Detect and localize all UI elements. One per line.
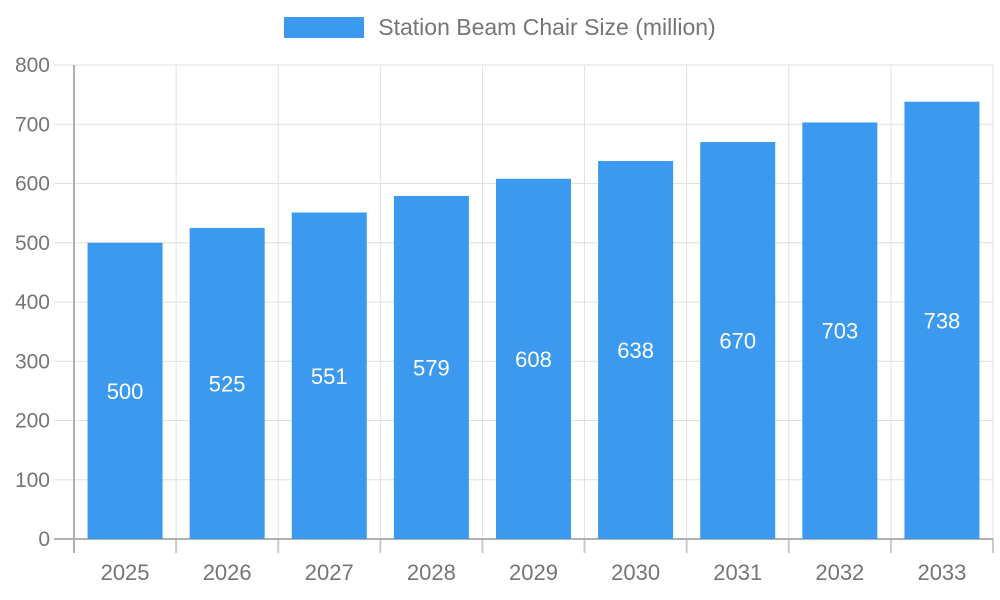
y-axis-tick-label: 500 (15, 232, 50, 255)
bar[interactable] (393, 195, 469, 539)
bar-value-label: 670 (719, 329, 756, 354)
bar-value-label: 579 (413, 355, 450, 380)
x-axis-tick-label: 2029 (509, 560, 558, 585)
bar-value-label: 703 (821, 319, 858, 344)
y-axis-tick-label: 0 (38, 528, 50, 551)
bar[interactable] (904, 101, 980, 540)
x-axis-tick-label: 2026 (203, 560, 252, 585)
y-axis-tick-label: 400 (15, 291, 50, 314)
bar[interactable] (496, 178, 571, 539)
bar[interactable] (189, 227, 265, 539)
bar-value-label: 525 (209, 371, 246, 396)
chart-legend[interactable]: Station Beam Chair Size (million) (0, 14, 1000, 41)
bar-value-label: 551 (311, 364, 348, 389)
x-axis-tick-label: 2025 (101, 560, 150, 585)
x-axis-tick-label: 2030 (611, 560, 660, 585)
bar-value-label: 638 (617, 338, 654, 363)
bar-value-label: 500 (107, 379, 144, 404)
x-axis-tick-label: 2027 (305, 560, 354, 585)
bar-value-label: 608 (515, 347, 552, 372)
x-axis-tick-label: 2031 (713, 560, 762, 585)
legend-swatch (284, 17, 365, 38)
x-axis-tick-label: 2028 (407, 560, 456, 585)
bar[interactable] (291, 212, 367, 539)
y-axis-tick-label: 100 (15, 469, 50, 492)
y-axis-tick-label: 700 (15, 113, 50, 136)
y-axis-tick-label: 600 (15, 173, 50, 196)
y-axis-tick-label: 300 (15, 350, 50, 373)
x-axis-tick-label: 2033 (917, 560, 966, 585)
bar[interactable] (598, 160, 674, 540)
bar[interactable] (700, 142, 776, 539)
y-axis-tick-label: 800 (15, 54, 50, 77)
bar[interactable] (802, 122, 878, 539)
bar-value-label: 738 (924, 308, 961, 333)
y-axis-tick-label: 200 (15, 410, 50, 433)
legend-label: Station Beam Chair Size (million) (378, 14, 716, 40)
x-axis-tick-label: 2032 (815, 560, 864, 585)
bar[interactable] (87, 242, 163, 539)
